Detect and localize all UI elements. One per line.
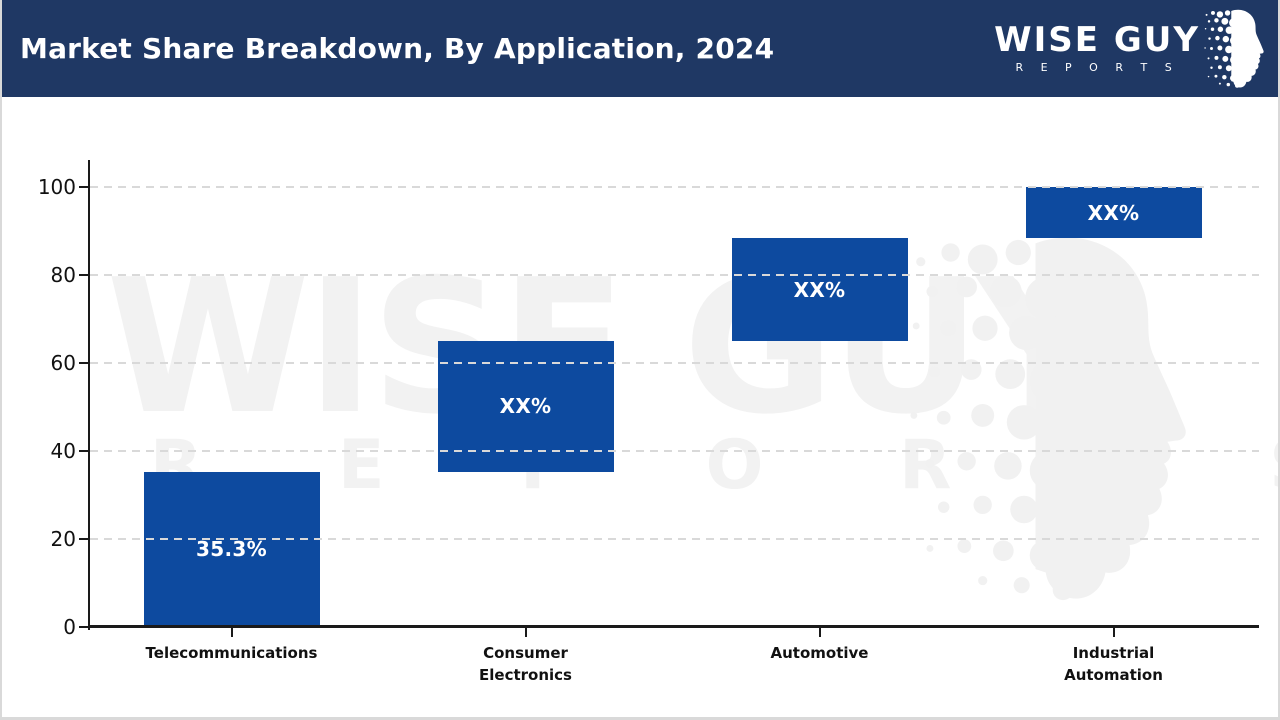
- chart-area: WISE GUY R E P O R T S 0 20 40 60 80 100 35.3%…: [2, 97, 1278, 717]
- header-bar: Market Share Breakdown, By Application, …: [2, 0, 1278, 97]
- logo-face-icon: [1204, 9, 1264, 88]
- y-tick-mark: [79, 538, 90, 540]
- x-axis-line: [88, 625, 1259, 628]
- y-axis-line: [88, 160, 90, 630]
- bar: 35.3%: [143, 471, 320, 627]
- x-tick-mark: [524, 628, 527, 637]
- x-tick-mark: [230, 628, 233, 637]
- gridline: [90, 274, 1259, 276]
- brand-logo: WISE GUY R E P O R T S: [994, 7, 1264, 91]
- x-tick-label: Consumer Electronics: [479, 644, 572, 684]
- x-tick-label: Industrial Automation: [1064, 644, 1163, 684]
- x-tick-label: Automotive: [770, 644, 869, 662]
- logo-text-block: WISE GUY R E P O R T S: [994, 23, 1200, 74]
- gridline: [90, 450, 1259, 452]
- gridline: [90, 538, 1259, 540]
- logo-reports-text: R E P O R T S: [1015, 61, 1179, 74]
- bar: XX%: [1025, 187, 1202, 239]
- bar: XX%: [437, 341, 614, 472]
- y-tick-mark: [79, 362, 90, 364]
- gridline: [90, 362, 1259, 364]
- gridline: [90, 186, 1259, 188]
- y-tick-label: 80: [50, 263, 76, 287]
- page-title: Market Share Breakdown, By Application, …: [20, 32, 775, 65]
- x-tick-mark: [818, 628, 821, 637]
- y-tick-mark: [79, 186, 90, 188]
- plot-area: 0 20 40 60 80 100 35.3% Telecommunications XX% Co…: [38, 160, 1259, 684]
- y-tick-label: 0: [63, 615, 76, 639]
- y-tick-mark: [79, 626, 90, 628]
- y-tick-label: 20: [50, 527, 76, 551]
- y-tick-label: 60: [50, 351, 76, 375]
- y-tick-mark: [79, 274, 90, 276]
- bar-value-label: 35.3%: [196, 537, 267, 562]
- bar-value-label: XX%: [793, 277, 846, 302]
- y-tick-label: 40: [50, 439, 76, 463]
- bar-value-label: XX%: [499, 394, 552, 419]
- bar-value-label: XX%: [1087, 200, 1140, 225]
- bar: XX%: [731, 238, 908, 341]
- y-tick-mark: [79, 450, 90, 452]
- x-tick-label: Telecommunications: [145, 644, 318, 662]
- logo-wordmark: WISE GUY: [994, 20, 1200, 60]
- y-tick-label: 100: [37, 175, 76, 199]
- x-tick-mark: [1112, 628, 1115, 637]
